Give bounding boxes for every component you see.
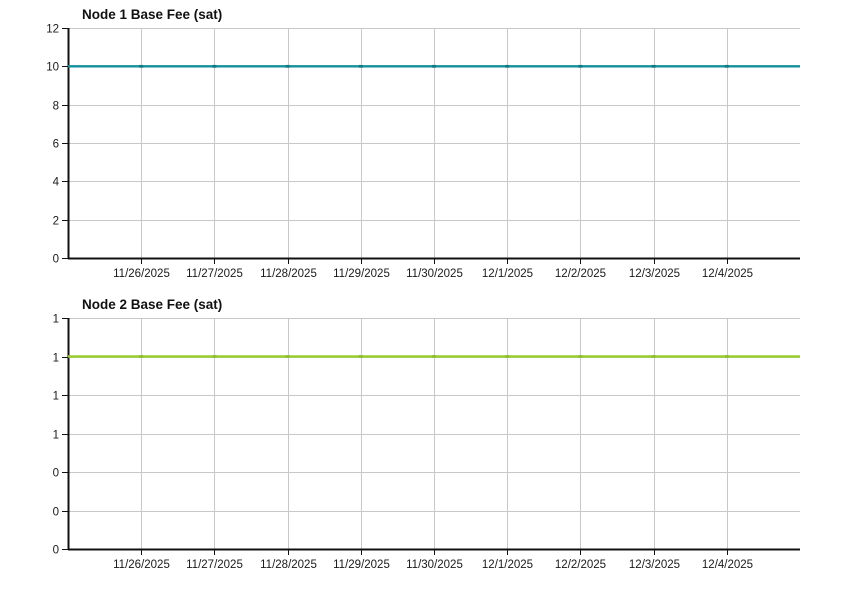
y-tick-label: 1	[53, 314, 59, 326]
x-tick-label: 11/29/2025	[333, 559, 390, 571]
series-data-point	[578, 355, 583, 358]
y-tick-label: 0	[53, 507, 59, 519]
series-data-point	[212, 64, 217, 68]
x-tick-label: 12/3/2025	[629, 268, 680, 280]
x-tick-label: 11/30/2025	[406, 559, 463, 571]
chart-title: Node 1 Base Fee (sat)	[82, 7, 222, 22]
tick-marks	[62, 27, 729, 264]
x-tick-label: 12/2/2025	[555, 559, 606, 571]
chart-panel-node-2-base-fee: Node 2 Base Fee (sat) 0 0 0 1 1 1 1 11/26/2025…	[0, 290, 860, 590]
series-data-point	[139, 355, 144, 358]
x-tick-label: 12/1/2025	[482, 559, 533, 571]
series-data-point	[139, 64, 144, 68]
x-tick-label: 11/28/2025	[260, 559, 317, 571]
y-tick-label: 1	[53, 353, 59, 365]
series-data-point	[651, 355, 656, 358]
y-tick-label: 1	[53, 430, 59, 442]
series-data-point	[578, 64, 583, 68]
chart-panel-node-1-base-fee: Node 1 Base Fee (sat) 0 2 4 6 8 10 12 11/26/20…	[0, 0, 860, 295]
x-tick-label: 11/26/2025	[113, 268, 170, 280]
y-tick-label: 0	[53, 254, 59, 266]
x-axis-tick-labels: 11/26/2025 11/27/2025 11/28/2025 11/29/2025…	[113, 559, 753, 571]
y-tick-label: 2	[53, 216, 59, 228]
series-data-point	[432, 355, 436, 358]
series-data-point	[358, 64, 363, 68]
y-tick-label: 6	[53, 139, 59, 151]
series-data-point	[285, 355, 290, 358]
series-data-point	[432, 64, 436, 68]
series-data-point	[358, 355, 363, 358]
chart-node-1-base-fee: Node 1 Base Fee (sat) 0 2 4 6 8 10 12 11/26/20…	[46, 7, 800, 280]
x-tick-label: 12/3/2025	[629, 559, 680, 571]
gridlines	[68, 28, 800, 258]
chart-node-2-base-fee: Node 2 Base Fee (sat) 0 0 0 1 1 1 1 11/26/2025…	[53, 297, 800, 571]
series-data-point	[724, 64, 729, 68]
y-tick-label: 1	[53, 391, 59, 403]
y-axis-tick-labels: 0 2 4 6 8 10 12	[46, 24, 59, 266]
series-data-point	[285, 64, 290, 68]
x-tick-label: 12/4/2025	[702, 268, 753, 280]
tick-marks	[62, 317, 729, 555]
x-axis-tick-labels: 11/26/2025 11/27/2025 11/28/2025 11/29/2025…	[113, 268, 753, 280]
y-tick-label: 4	[53, 177, 60, 189]
series-data-point	[505, 355, 510, 358]
x-tick-label: 11/26/2025	[113, 559, 170, 571]
chart-title: Node 2 Base Fee (sat)	[82, 297, 222, 312]
series-data-point	[724, 355, 729, 358]
x-tick-label: 12/1/2025	[482, 268, 533, 280]
y-tick-label: 12	[46, 24, 59, 36]
x-tick-label: 11/27/2025	[186, 559, 243, 571]
gridlines	[68, 318, 800, 549]
x-tick-label: 11/27/2025	[186, 268, 243, 280]
x-tick-label: 12/4/2025	[702, 559, 753, 571]
series-group	[68, 64, 800, 68]
series-group	[68, 355, 800, 358]
x-tick-label: 12/2/2025	[555, 268, 606, 280]
series-data-point	[651, 64, 656, 68]
x-tick-label: 11/28/2025	[260, 268, 317, 280]
x-tick-label: 11/29/2025	[333, 268, 390, 280]
y-tick-label: 0	[53, 545, 59, 557]
y-tick-label: 8	[53, 101, 59, 113]
y-axis-tick-labels: 0 0 0 1 1 1 1	[53, 314, 59, 557]
series-data-point	[212, 355, 217, 358]
y-tick-label: 0	[53, 468, 59, 480]
series-data-point	[505, 64, 510, 68]
y-tick-label: 10	[46, 62, 59, 74]
x-tick-label: 11/30/2025	[406, 268, 463, 280]
